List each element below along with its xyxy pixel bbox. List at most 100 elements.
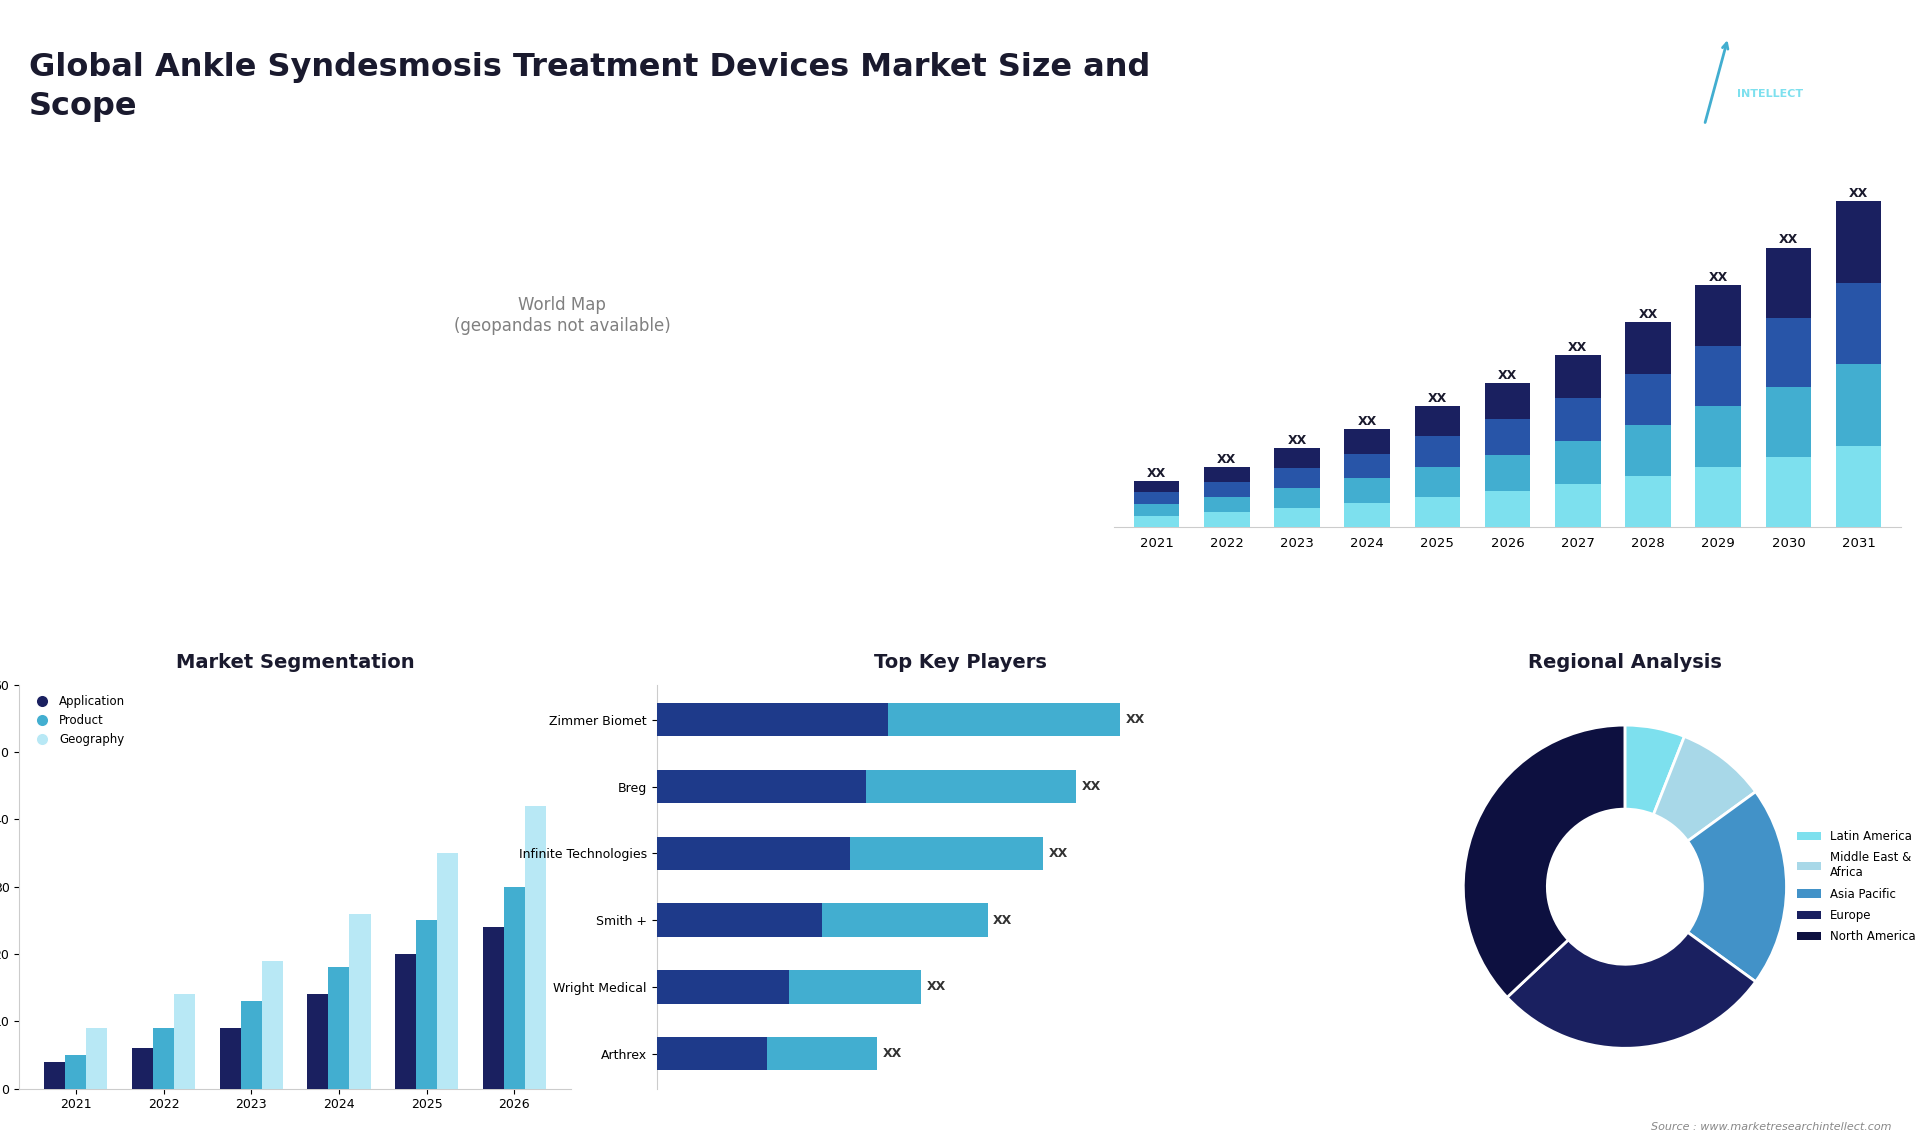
Bar [1484,455,1530,492]
Text: XX: XX [1428,392,1448,405]
Bar [1344,503,1390,527]
Text: XX: XX [883,1047,902,1060]
Bar [438,853,459,1089]
Wedge shape [1688,792,1786,982]
Text: XX: XX [1849,187,1868,199]
Bar [1275,448,1319,468]
Text: XX: XX [927,980,947,994]
Bar [65,1055,86,1089]
Bar [1555,485,1601,527]
Bar [1275,468,1319,488]
Bar [1204,497,1250,512]
Text: XX: XX [993,913,1012,927]
Wedge shape [1653,737,1755,841]
Bar [789,971,922,1004]
Title: Regional Analysis: Regional Analysis [1528,653,1722,672]
Bar [1695,285,1741,346]
Bar [482,927,503,1089]
Bar [657,702,889,737]
Text: XX: XX [1217,453,1236,465]
Bar [657,837,851,870]
Text: Source : www.marketresearchintellect.com: Source : www.marketresearchintellect.com [1651,1122,1891,1132]
Bar [766,1037,877,1070]
Bar [1836,364,1882,446]
Text: XX: XX [1288,434,1308,447]
Bar [44,1061,65,1089]
Bar [866,770,1075,803]
Title: Top Key Players: Top Key Players [874,653,1046,672]
Text: World Map
(geopandas not available): World Map (geopandas not available) [453,296,670,335]
Bar [1204,512,1250,527]
Bar [132,1049,154,1089]
Bar [1484,492,1530,527]
Bar [219,1028,240,1089]
Bar [1624,322,1670,374]
Bar [1344,454,1390,478]
Wedge shape [1624,725,1684,815]
Bar [1555,398,1601,441]
Text: XX: XX [1048,847,1068,860]
Bar [1275,488,1319,508]
Bar [851,837,1043,870]
Bar [1415,406,1461,437]
Title: Market Segmentation: Market Segmentation [177,653,415,672]
Bar [1415,497,1461,527]
Text: RESEARCH: RESEARCH [1738,65,1803,74]
Bar [657,1037,766,1070]
Bar [328,967,349,1089]
Bar [417,920,438,1089]
Text: XX: XX [1778,234,1799,246]
Bar [349,913,371,1089]
Bar [240,1002,261,1089]
Bar [1766,317,1811,387]
Bar [1624,374,1670,425]
Bar [1135,493,1179,504]
Bar [503,887,524,1089]
Bar [1695,466,1741,527]
Bar [1344,478,1390,503]
Bar [1135,480,1179,493]
Bar [822,903,987,936]
Bar [1344,430,1390,454]
Bar [524,806,545,1089]
Bar [657,971,789,1004]
Text: XX: XX [1146,466,1165,479]
Bar [396,953,417,1089]
Bar [1415,466,1461,497]
Text: XX: XX [1125,713,1144,727]
Text: INTELLECT: INTELLECT [1738,89,1803,99]
Bar [1836,283,1882,364]
Bar [1415,437,1461,466]
Bar [657,903,822,936]
Bar [307,995,328,1089]
Bar [1555,441,1601,485]
Bar [261,960,282,1089]
Bar [1484,419,1530,455]
Text: XX: XX [1709,270,1728,284]
Bar [1695,406,1741,466]
Bar [1766,248,1811,317]
Bar [1135,504,1179,516]
Bar [657,770,866,803]
Wedge shape [1507,933,1755,1049]
Polygon shape [1626,41,1699,125]
Text: XX: XX [1638,308,1657,321]
Bar [1204,481,1250,497]
Bar [1135,516,1179,527]
Bar [175,995,196,1089]
Legend: Application, Product, Geography: Application, Product, Geography [25,691,131,751]
Bar [1484,383,1530,419]
Text: MARKET: MARKET [1738,41,1789,50]
Legend: Latin America, Middle East &
Africa, Asia Pacific, Europe, North America: Latin America, Middle East & Africa, Asi… [1793,825,1920,948]
Bar [1624,425,1670,476]
Bar [889,702,1119,737]
Wedge shape [1463,725,1624,997]
Bar [86,1028,108,1089]
Bar [1624,476,1670,527]
Bar [1555,355,1601,398]
Text: XX: XX [1569,340,1588,354]
Text: Global Ankle Syndesmosis Treatment Devices Market Size and
Scope: Global Ankle Syndesmosis Treatment Devic… [29,52,1150,121]
Bar [1766,387,1811,457]
Text: XX: XX [1498,369,1517,382]
Bar [1836,201,1882,283]
